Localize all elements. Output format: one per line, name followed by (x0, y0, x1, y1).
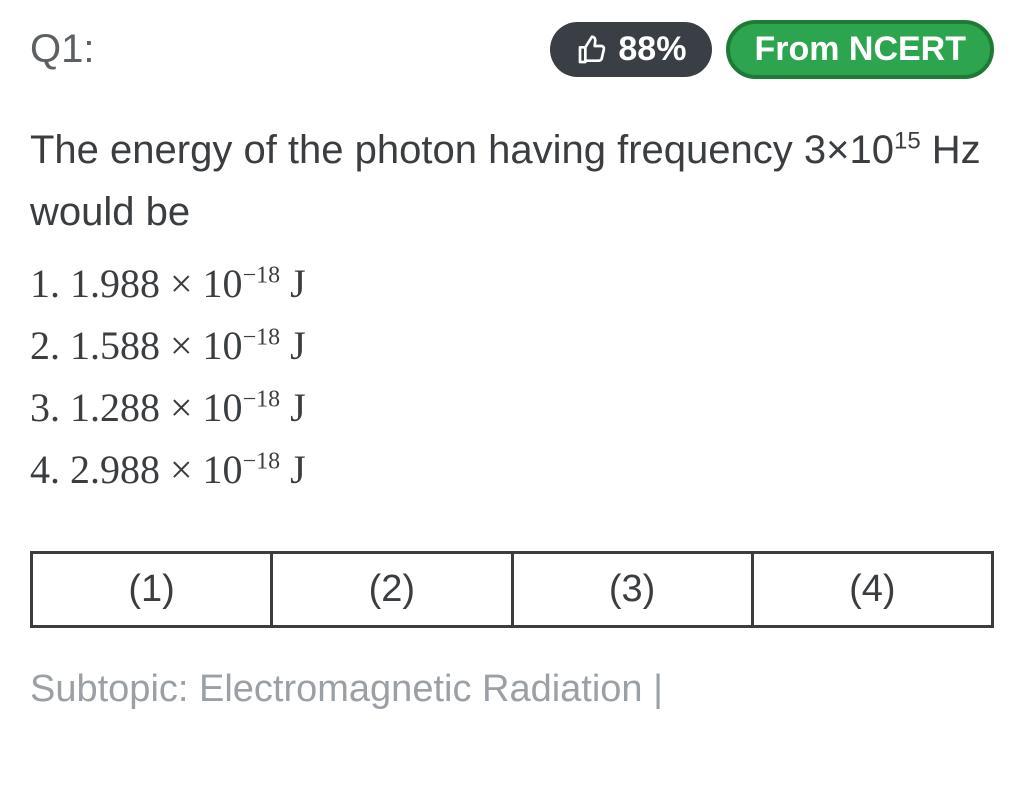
question-number: Q1: (30, 27, 94, 72)
rating-badge[interactable]: 88% (550, 22, 712, 77)
source-badge[interactable]: From NCERT (726, 20, 994, 79)
option-2[interactable]: 2. 1.588 × 10−18 J (30, 315, 994, 377)
options-list: 1. 1.988 × 10−18 J 2. 1.588 × 10−18 J 3.… (30, 253, 994, 501)
badge-group: 88% From NCERT (550, 20, 994, 79)
option-exp: −18 (243, 263, 281, 289)
rating-percent-text: 88% (618, 30, 686, 69)
option-exp: −18 (243, 387, 281, 413)
option-number: 4. (30, 447, 70, 492)
stem-prefix: The energy of the photon having frequenc… (30, 128, 894, 172)
option-coeff: 1.288 × 10 (70, 385, 243, 430)
option-number: 3. (30, 385, 70, 430)
option-4[interactable]: 4. 2.988 × 10−18 J (30, 439, 994, 501)
answer-cell-4[interactable]: (4) (752, 553, 992, 627)
option-number: 1. (30, 261, 70, 306)
question-stem: The energy of the photon having frequenc… (30, 119, 994, 243)
question-header: Q1: 88% From NCERT (30, 20, 994, 79)
option-unit: J (280, 447, 306, 492)
option-exp: −18 (243, 449, 281, 475)
thumbs-up-icon (576, 34, 608, 66)
option-unit: J (280, 323, 306, 368)
source-label-text: From NCERT (754, 30, 966, 69)
option-unit: J (280, 385, 306, 430)
subtopic-label: Subtopic: Electromagnetic Radiation | (30, 668, 994, 711)
table-row: (1) (2) (3) (4) (32, 553, 993, 627)
answer-cell-3[interactable]: (3) (512, 553, 752, 627)
option-number: 2. (30, 323, 70, 368)
answer-choice-table: (1) (2) (3) (4) (30, 551, 994, 628)
option-coeff: 1.588 × 10 (70, 323, 243, 368)
option-coeff: 2.988 × 10 (70, 447, 243, 492)
stem-exponent: 15 (894, 128, 921, 155)
option-coeff: 1.988 × 10 (70, 261, 243, 306)
answer-cell-2[interactable]: (2) (272, 553, 512, 627)
option-3[interactable]: 3. 1.288 × 10−18 J (30, 377, 994, 439)
option-1[interactable]: 1. 1.988 × 10−18 J (30, 253, 994, 315)
answer-cell-1[interactable]: (1) (32, 553, 272, 627)
option-exp: −18 (243, 325, 281, 351)
option-unit: J (280, 261, 306, 306)
